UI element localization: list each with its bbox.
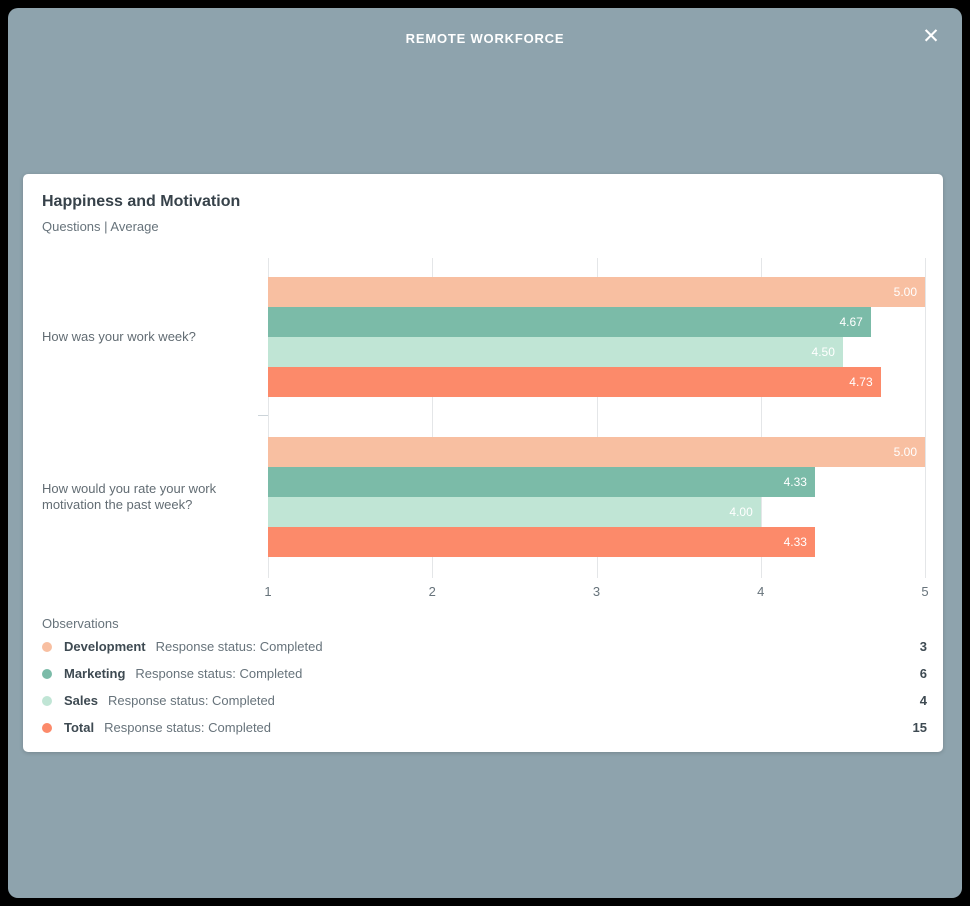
category-label: How would you rate your work motivation … <box>42 481 217 512</box>
legend-response-status: Response status: Completed <box>107 693 275 708</box>
legend-item-sales[interactable]: Sales Response status: Completed 4 <box>42 687 927 714</box>
chart-title: Happiness and Motivation <box>42 193 241 210</box>
x-axis-tick-label: 4 <box>757 584 765 599</box>
close-button[interactable]: ✕ <box>916 22 946 52</box>
bar-sales[interactable]: 4.50 <box>268 337 843 367</box>
bar-development[interactable]: 5.00 <box>268 277 925 307</box>
gridline <box>925 258 926 578</box>
gridline <box>760 258 762 578</box>
legend-series-name: Marketing <box>64 666 126 681</box>
plot-area: 1 2 3 4 5 How was your work week? 5.00 4.67 4.50… <box>42 258 929 599</box>
bar-value-label: 4.33 <box>783 535 807 549</box>
modal-title: REMOTE WORKFORCE <box>405 31 565 46</box>
gridline <box>596 258 598 578</box>
legend-rows: Development Response status: Completed 3 Ma… <box>42 633 927 741</box>
bar-marketing[interactable]: 4.67 <box>268 307 871 337</box>
bar-sales[interactable]: 4.00 <box>268 497 761 527</box>
legend-observation-count: 3 <box>919 639 927 654</box>
bar-value-label: 4.50 <box>811 345 835 359</box>
legend-series-name: Sales <box>64 693 98 708</box>
legend-item-development[interactable]: Development Response status: Completed 3 <box>42 633 927 660</box>
close-icon: ✕ <box>922 25 940 48</box>
bar-total[interactable]: 4.33 <box>268 527 815 557</box>
legend-observation-count: 15 <box>912 720 927 735</box>
x-axis-tick-label: 1 <box>264 584 272 599</box>
legend-response-status: Response status: Completed <box>155 639 323 654</box>
bar-value-label: 4.33 <box>783 475 807 489</box>
legend-dot <box>42 695 52 706</box>
legend-response-status: Response status: Completed <box>104 720 272 735</box>
legend-observation-count: 6 <box>919 666 927 681</box>
report-card: Happiness and Motivation Questions | Ave… <box>23 174 943 752</box>
bar-value-label: 5.00 <box>893 445 917 459</box>
category-label: How was your work week? <box>42 329 196 344</box>
legend-series-name: Development <box>64 639 146 654</box>
legend-dot <box>42 641 52 652</box>
bar-marketing[interactable]: 4.33 <box>268 467 815 497</box>
x-axis-tick-label: 5 <box>921 584 929 599</box>
legend-response-status: Response status: Completed <box>135 666 303 681</box>
legend: Observations Development Response status:… <box>42 615 927 741</box>
chart-subtitle: Questions | Average <box>42 219 159 234</box>
category-axis-tick <box>258 415 268 416</box>
legend-dot <box>42 668 52 679</box>
bar-development[interactable]: 5.00 <box>268 437 925 467</box>
legend-observation-count: 4 <box>919 693 927 708</box>
bar-total[interactable]: 4.73 <box>268 367 881 397</box>
bar-value-label: 4.73 <box>849 375 873 389</box>
gridline <box>268 258 269 578</box>
bar-value-label: 4.67 <box>839 315 863 329</box>
legend-series-name: Total <box>64 720 95 735</box>
bar-value-label: 5.00 <box>893 285 917 299</box>
legend-header: Observations <box>42 616 119 631</box>
legend-item-total[interactable]: Total Response status: Completed 15 <box>42 714 927 741</box>
bar-value-label: 4.00 <box>729 505 753 519</box>
x-axis-tick-label: 3 <box>592 584 601 599</box>
remote-workforce-modal: REMOTE WORKFORCE ✕ Happiness and Motivat… <box>8 8 962 898</box>
gridline <box>432 258 434 578</box>
legend-item-marketing[interactable]: Marketing Response status: Completed 6 <box>42 660 927 687</box>
legend-dot <box>42 722 52 733</box>
x-axis-tick-label: 2 <box>428 584 436 599</box>
